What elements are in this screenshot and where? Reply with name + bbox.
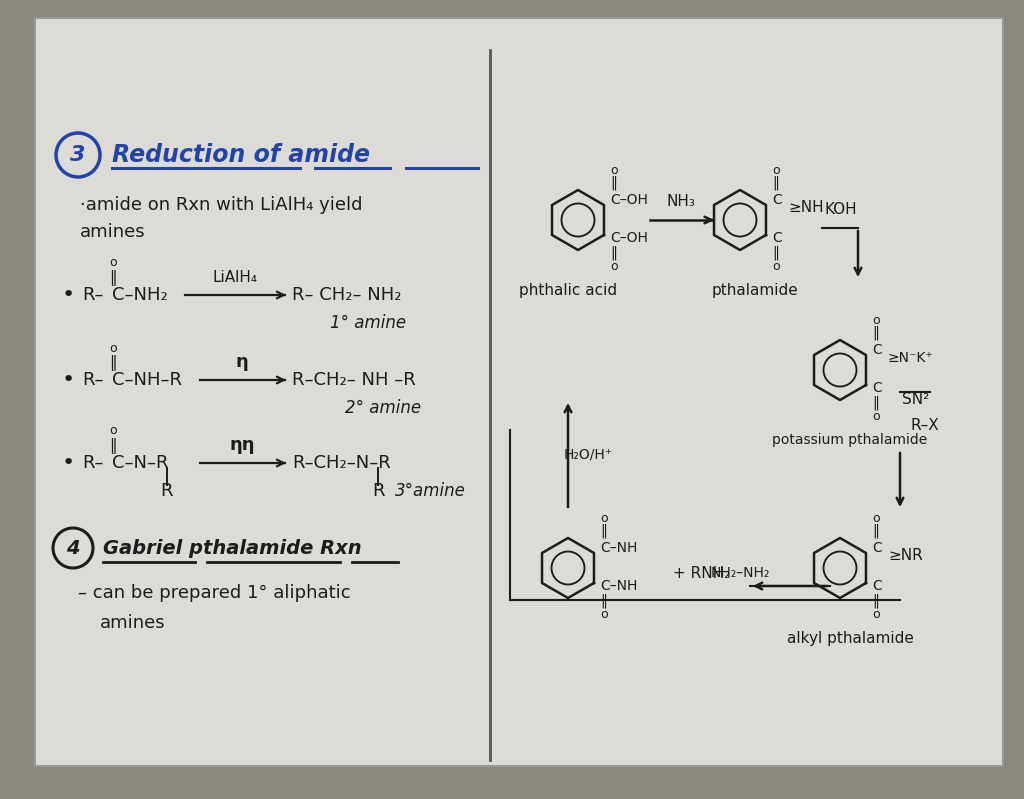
Text: o: o xyxy=(872,511,880,524)
Text: C–OH: C–OH xyxy=(610,231,648,245)
Text: C–NH–R: C–NH–R xyxy=(112,371,182,389)
Text: o: o xyxy=(110,424,117,438)
Text: R–: R– xyxy=(82,286,103,304)
Text: η: η xyxy=(236,353,249,371)
Text: C–NH: C–NH xyxy=(600,541,637,555)
Text: R–CH₂– NH –R: R–CH₂– NH –R xyxy=(292,371,416,389)
Text: o: o xyxy=(872,313,880,327)
Text: ·amide on Rxn with LiAlH₄ yield: ·amide on Rxn with LiAlH₄ yield xyxy=(80,196,362,214)
Text: R: R xyxy=(161,482,173,500)
Text: SN²: SN² xyxy=(902,392,929,407)
Text: C: C xyxy=(872,343,882,357)
Text: ‖: ‖ xyxy=(600,524,607,539)
Text: ‖: ‖ xyxy=(772,176,779,190)
Text: 2° amine: 2° amine xyxy=(345,399,421,417)
Text: NH₃: NH₃ xyxy=(667,194,695,209)
Text: o: o xyxy=(872,410,880,423)
Text: H₂O/H⁺: H₂O/H⁺ xyxy=(563,448,612,462)
Text: ‖: ‖ xyxy=(600,594,607,608)
Text: C–NH₂: C–NH₂ xyxy=(112,286,168,304)
Text: o: o xyxy=(600,607,607,621)
Text: amines: amines xyxy=(80,223,145,241)
Text: C: C xyxy=(872,381,882,395)
FancyBboxPatch shape xyxy=(35,18,1002,766)
Text: ‖: ‖ xyxy=(110,270,117,286)
Text: R–X: R–X xyxy=(910,418,939,432)
Text: KOH: KOH xyxy=(825,202,858,217)
Text: – can be prepared 1° aliphatic: – can be prepared 1° aliphatic xyxy=(78,584,350,602)
Text: 3°amine: 3°amine xyxy=(395,482,466,500)
Text: NH₂–NH₂: NH₂–NH₂ xyxy=(711,566,770,580)
Text: R– CH₂– NH₂: R– CH₂– NH₂ xyxy=(292,286,401,304)
Text: ‖: ‖ xyxy=(872,396,879,410)
Text: 4: 4 xyxy=(67,539,80,558)
Text: 3: 3 xyxy=(71,145,86,165)
Text: o: o xyxy=(600,511,607,524)
Text: ‖: ‖ xyxy=(110,355,117,371)
Text: C: C xyxy=(872,541,882,555)
Text: R–: R– xyxy=(82,454,103,472)
Text: o: o xyxy=(872,607,880,621)
Text: o: o xyxy=(772,260,779,272)
Text: ‖: ‖ xyxy=(872,524,879,539)
Text: pthalamide: pthalamide xyxy=(712,283,799,297)
Text: C–NH: C–NH xyxy=(600,579,637,593)
Text: ‖: ‖ xyxy=(772,246,779,260)
Text: R: R xyxy=(372,482,384,500)
Text: •: • xyxy=(61,453,75,473)
Text: C: C xyxy=(772,231,781,245)
Text: potassium pthalamide: potassium pthalamide xyxy=(772,433,928,447)
Text: ηη: ηη xyxy=(229,436,255,454)
Text: ≥NR: ≥NR xyxy=(888,548,923,563)
Text: •: • xyxy=(61,285,75,305)
Text: Reduction of amide: Reduction of amide xyxy=(112,143,370,167)
Text: ‖: ‖ xyxy=(872,594,879,608)
Text: o: o xyxy=(772,164,779,177)
Text: + RNH₂: + RNH₂ xyxy=(673,566,730,581)
Text: o: o xyxy=(610,260,617,272)
Text: ‖: ‖ xyxy=(872,326,879,340)
Text: C–OH: C–OH xyxy=(610,193,648,207)
Text: o: o xyxy=(110,341,117,355)
Text: R–: R– xyxy=(82,371,103,389)
Text: R–CH₂–N–R: R–CH₂–N–R xyxy=(292,454,391,472)
Text: ≥N⁻K⁺: ≥N⁻K⁺ xyxy=(888,351,934,365)
Text: ‖: ‖ xyxy=(610,246,616,260)
Text: phthalic acid: phthalic acid xyxy=(519,283,617,297)
Text: ‖: ‖ xyxy=(110,438,117,454)
Text: ‖: ‖ xyxy=(610,176,616,190)
Text: Gabriel pthalamide Rxn: Gabriel pthalamide Rxn xyxy=(103,539,361,558)
Text: •: • xyxy=(61,370,75,390)
Text: o: o xyxy=(110,256,117,269)
Text: C: C xyxy=(772,193,781,207)
Text: 1° amine: 1° amine xyxy=(330,314,407,332)
Text: o: o xyxy=(610,164,617,177)
Text: amines: amines xyxy=(100,614,166,632)
Text: ≥NH: ≥NH xyxy=(788,201,823,216)
Text: alkyl pthalamide: alkyl pthalamide xyxy=(786,630,913,646)
Text: LiAlH₄: LiAlH₄ xyxy=(213,269,257,284)
Text: C–N–R: C–N–R xyxy=(112,454,169,472)
Text: C: C xyxy=(872,579,882,593)
